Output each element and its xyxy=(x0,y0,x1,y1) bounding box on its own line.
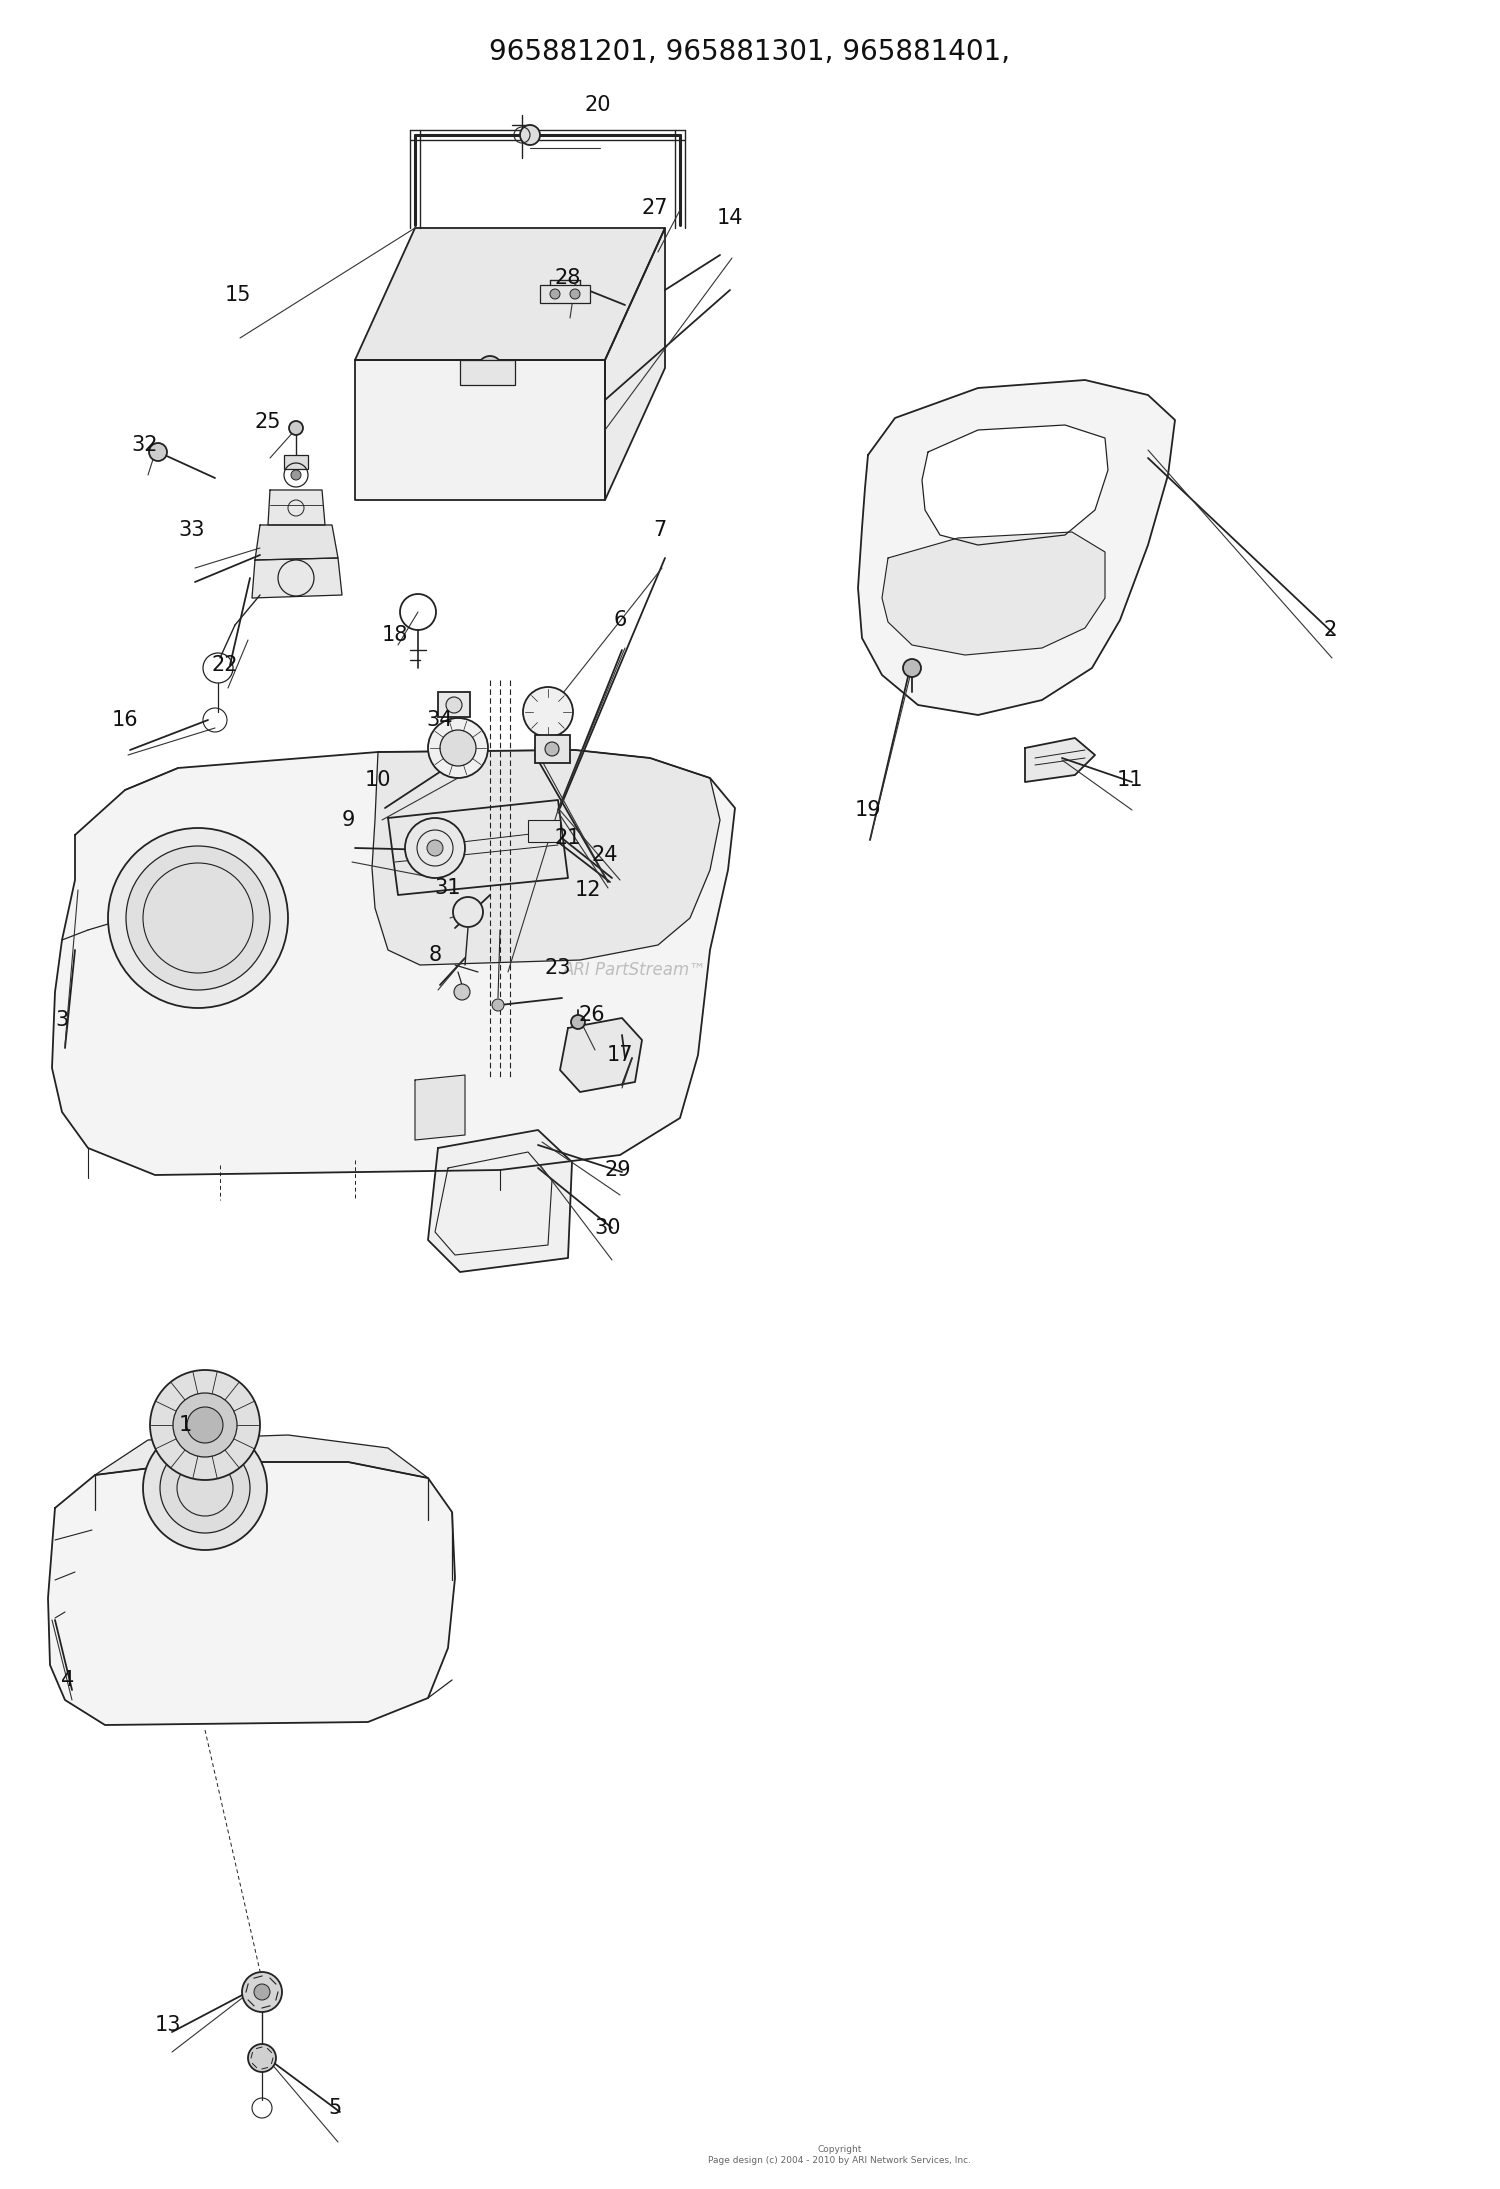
Circle shape xyxy=(291,471,302,479)
Circle shape xyxy=(453,897,483,926)
Text: 5: 5 xyxy=(328,2097,342,2119)
Circle shape xyxy=(492,998,504,1011)
Circle shape xyxy=(188,1408,224,1443)
Circle shape xyxy=(242,1972,282,2012)
Circle shape xyxy=(160,1443,250,1532)
Bar xyxy=(536,736,570,764)
Circle shape xyxy=(427,841,442,856)
Text: 21: 21 xyxy=(555,827,582,847)
Circle shape xyxy=(520,125,540,144)
Text: 34: 34 xyxy=(426,709,453,729)
Text: 16: 16 xyxy=(111,709,138,729)
Circle shape xyxy=(248,2045,276,2073)
Circle shape xyxy=(290,420,303,436)
Text: 12: 12 xyxy=(574,880,602,900)
Text: 9: 9 xyxy=(342,810,354,830)
Text: 4: 4 xyxy=(62,1670,75,1690)
Circle shape xyxy=(544,742,560,755)
Polygon shape xyxy=(255,525,338,560)
Text: 33: 33 xyxy=(178,521,206,541)
Text: 15: 15 xyxy=(225,285,251,304)
Circle shape xyxy=(148,442,166,462)
Polygon shape xyxy=(48,1462,454,1725)
Text: 10: 10 xyxy=(364,771,392,790)
Circle shape xyxy=(126,845,270,989)
Bar xyxy=(284,455,308,468)
Text: 7: 7 xyxy=(654,521,666,541)
Text: 29: 29 xyxy=(604,1160,631,1180)
Text: 22: 22 xyxy=(211,655,238,674)
Circle shape xyxy=(550,289,560,300)
Text: 24: 24 xyxy=(591,845,618,865)
Circle shape xyxy=(454,985,470,1000)
Circle shape xyxy=(254,1983,270,2001)
Polygon shape xyxy=(252,558,342,598)
Circle shape xyxy=(903,659,921,676)
Text: 31: 31 xyxy=(435,878,462,897)
Polygon shape xyxy=(882,532,1106,655)
Circle shape xyxy=(572,1016,585,1029)
Text: 27: 27 xyxy=(642,197,669,219)
Circle shape xyxy=(172,1392,237,1458)
Polygon shape xyxy=(372,751,720,965)
Text: ARI PartStream™: ARI PartStream™ xyxy=(562,961,706,978)
Circle shape xyxy=(570,289,580,300)
Circle shape xyxy=(524,687,573,738)
Text: 14: 14 xyxy=(717,208,744,228)
Text: 13: 13 xyxy=(154,2016,182,2036)
Polygon shape xyxy=(356,359,604,499)
Text: 26: 26 xyxy=(579,1005,606,1024)
Text: 28: 28 xyxy=(555,267,580,289)
Polygon shape xyxy=(604,228,664,499)
Circle shape xyxy=(440,729,476,766)
Polygon shape xyxy=(858,381,1174,716)
Text: 1: 1 xyxy=(178,1414,192,1436)
Circle shape xyxy=(150,1370,260,1480)
Circle shape xyxy=(478,357,502,381)
Polygon shape xyxy=(268,490,326,525)
Circle shape xyxy=(446,696,462,714)
Polygon shape xyxy=(1024,738,1095,781)
Bar xyxy=(540,285,590,302)
Text: 11: 11 xyxy=(1116,771,1143,790)
Text: 6: 6 xyxy=(614,611,627,630)
Polygon shape xyxy=(416,1075,465,1140)
Text: 25: 25 xyxy=(255,412,282,431)
Text: 19: 19 xyxy=(855,799,882,821)
Polygon shape xyxy=(356,228,664,359)
Circle shape xyxy=(142,1425,267,1550)
Bar xyxy=(438,692,470,718)
Text: 965881201, 965881301, 965881401,: 965881201, 965881301, 965881401, xyxy=(489,37,1011,66)
Polygon shape xyxy=(922,425,1108,545)
Polygon shape xyxy=(53,751,735,1175)
Text: 23: 23 xyxy=(544,959,572,978)
Polygon shape xyxy=(427,1130,572,1272)
Text: 3: 3 xyxy=(56,1009,69,1031)
Circle shape xyxy=(427,718,488,777)
Text: Copyright
Page design (c) 2004 - 2010 by ARI Network Services, Inc.: Copyright Page design (c) 2004 - 2010 by… xyxy=(708,2145,972,2165)
Text: 30: 30 xyxy=(594,1217,621,1239)
Text: 8: 8 xyxy=(429,946,441,965)
Text: 18: 18 xyxy=(382,626,408,646)
Bar xyxy=(528,821,560,843)
Text: 17: 17 xyxy=(606,1044,633,1066)
Text: 2: 2 xyxy=(1323,619,1336,639)
Circle shape xyxy=(484,361,496,374)
Bar xyxy=(460,359,514,385)
Polygon shape xyxy=(560,1018,642,1092)
Circle shape xyxy=(405,819,465,878)
Circle shape xyxy=(108,827,288,1007)
Text: 32: 32 xyxy=(132,436,159,455)
Polygon shape xyxy=(94,1436,427,1478)
Polygon shape xyxy=(388,799,568,895)
Text: 20: 20 xyxy=(585,94,612,116)
